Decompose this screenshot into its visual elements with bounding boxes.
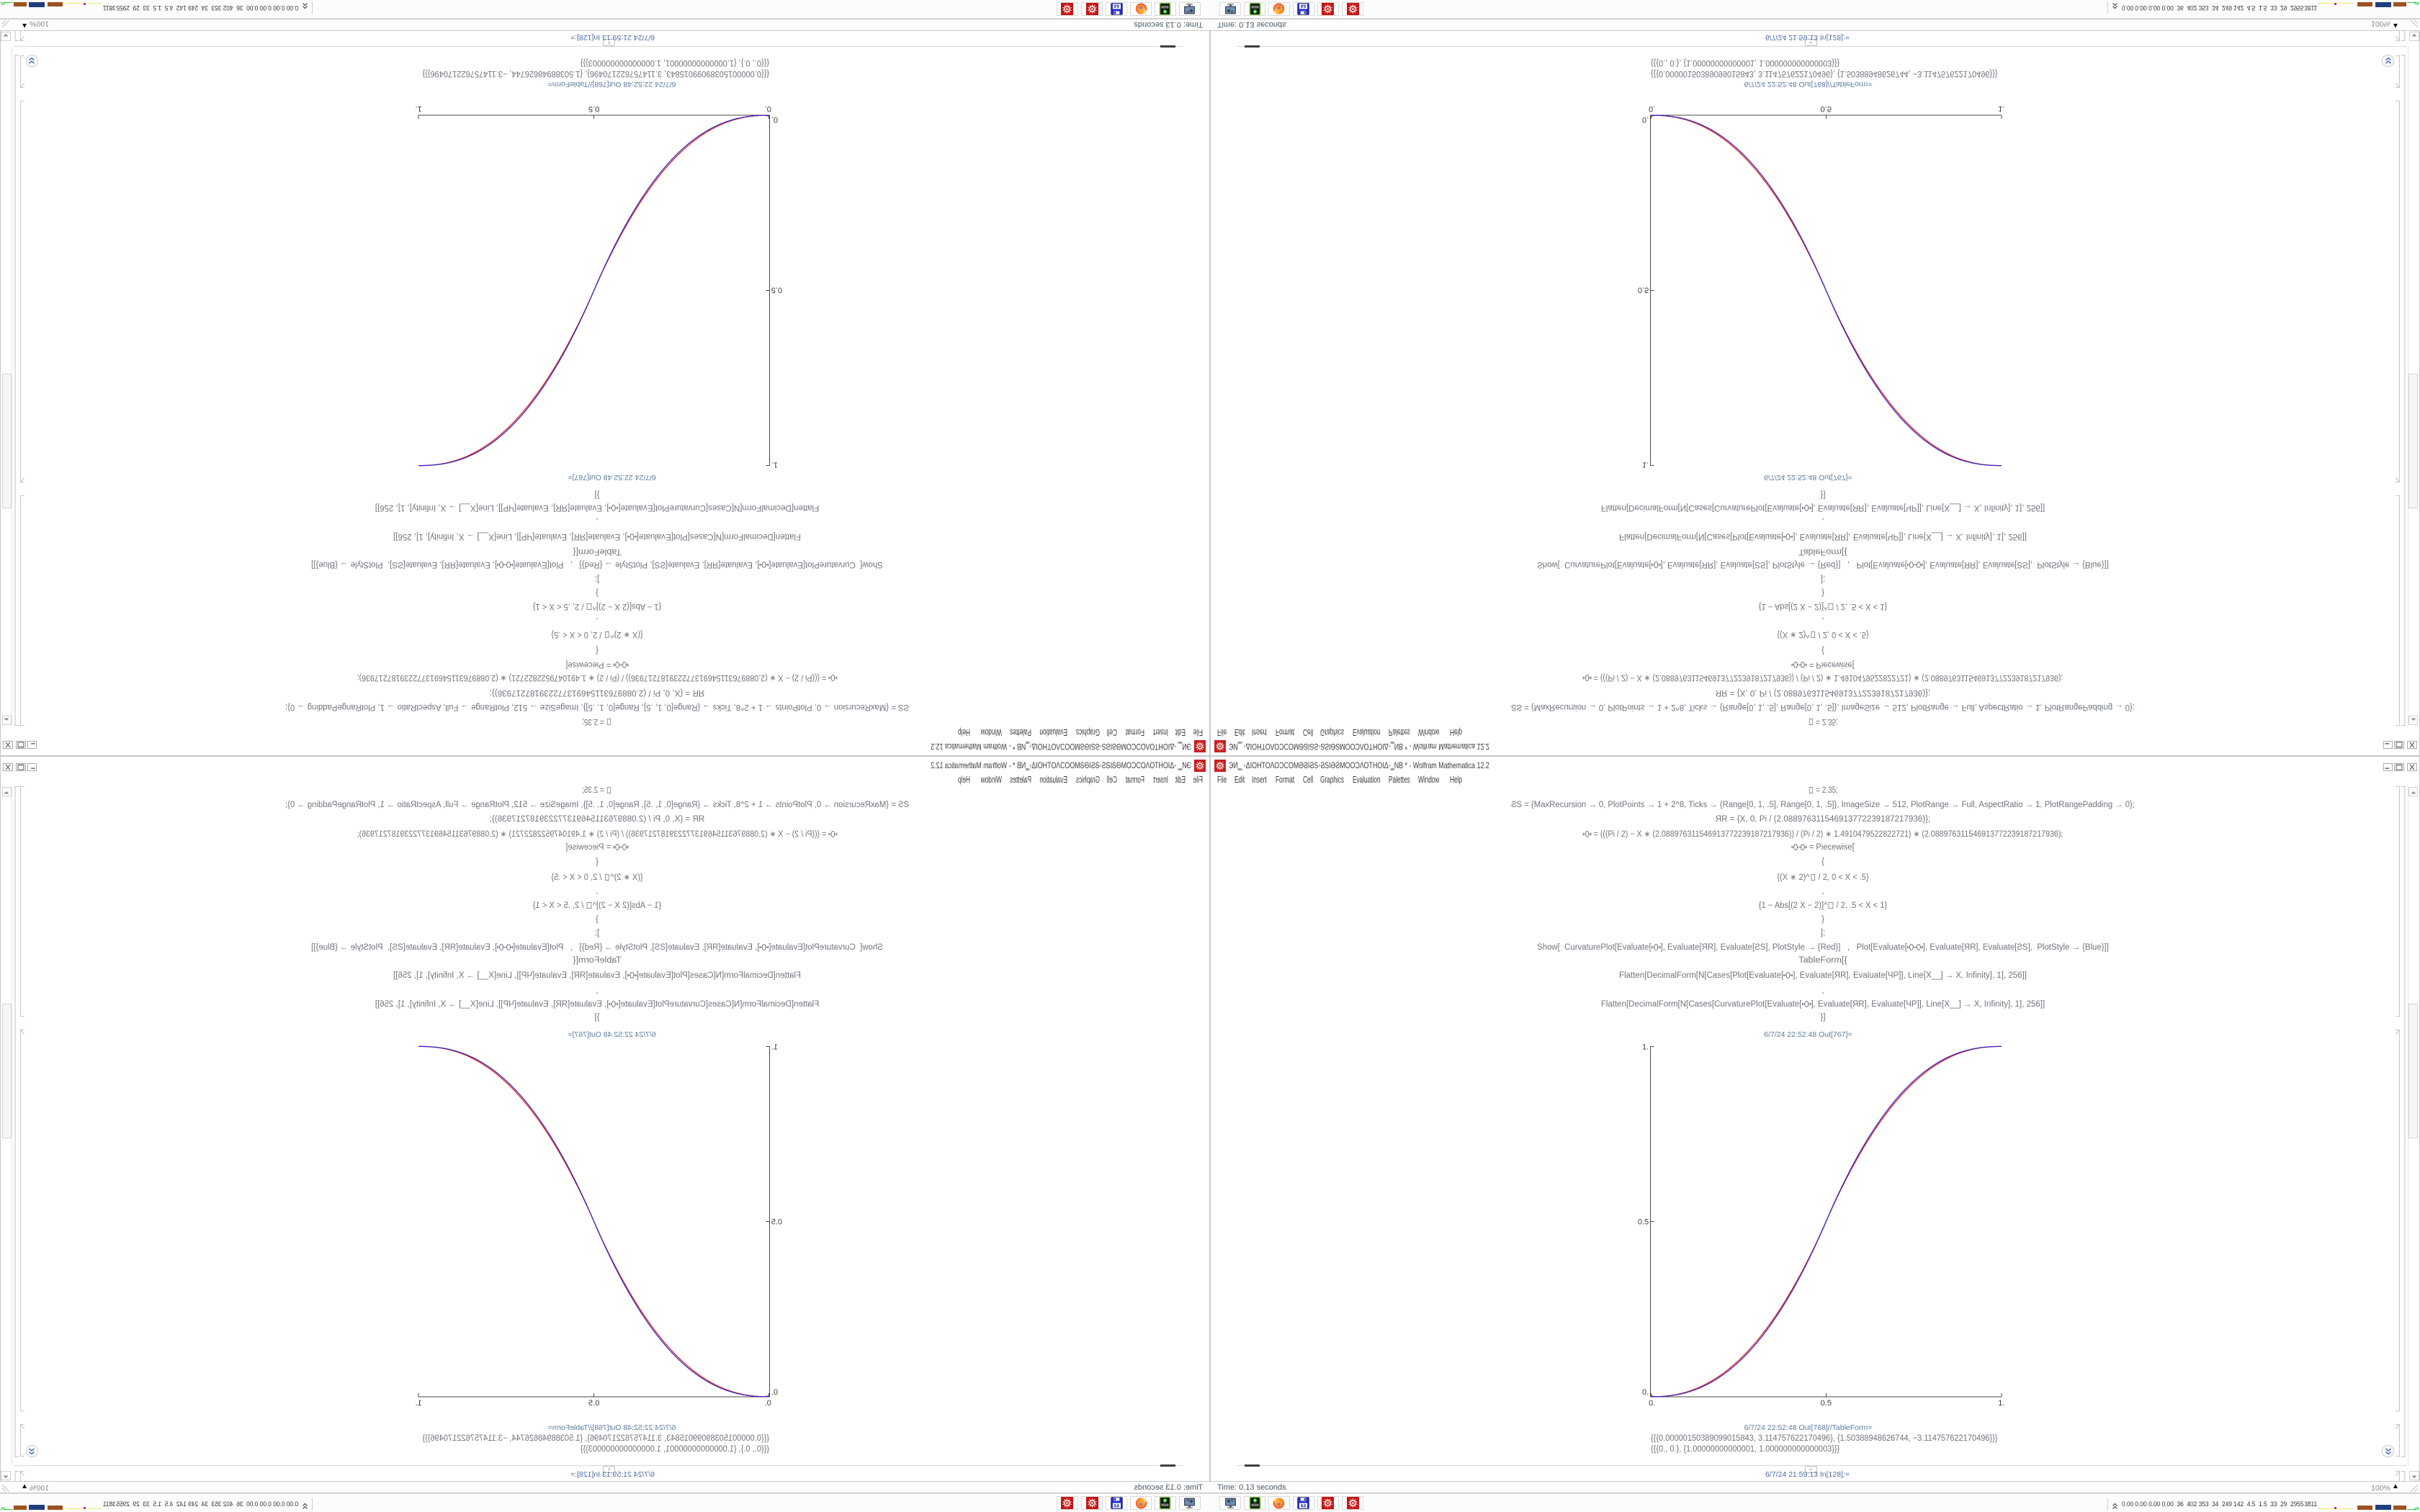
svg-text:1.: 1.: [771, 1043, 778, 1051]
svg-text:0.5: 0.5: [771, 1218, 782, 1227]
svg-text:0.5: 0.5: [588, 1399, 599, 1408]
svg-text:1.: 1.: [1998, 1399, 2004, 1408]
svg-text:0.5: 0.5: [1821, 104, 1832, 113]
svg-text:0.5: 0.5: [588, 104, 599, 113]
svg-text:1.: 1.: [1998, 104, 2004, 113]
svg-text:0.: 0.: [771, 115, 778, 124]
svg-text:0.5: 0.5: [1638, 285, 1649, 294]
svg-text:0.: 0.: [765, 1399, 771, 1408]
svg-text:1.: 1.: [771, 461, 778, 469]
svg-text:0.: 0.: [765, 104, 771, 113]
svg-text:1.: 1.: [1642, 461, 1649, 469]
svg-text:0.: 0.: [1649, 1399, 1655, 1408]
svg-text:64: 64: [1113, 4, 1119, 9]
svg-text:64: 64: [1301, 4, 1307, 9]
svg-text:0.5: 0.5: [771, 285, 782, 294]
svg-text:1.: 1.: [1642, 1043, 1649, 1051]
svg-text:0.5: 0.5: [1821, 1399, 1832, 1408]
svg-text:0.: 0.: [1649, 104, 1655, 113]
svg-text:0.: 0.: [1642, 115, 1649, 124]
svg-text:1.: 1.: [416, 1399, 422, 1408]
svg-text:0.: 0.: [1642, 1388, 1649, 1397]
svg-text:64: 64: [1301, 1503, 1307, 1508]
svg-text:0.: 0.: [771, 1388, 778, 1397]
svg-text:0.5: 0.5: [1638, 1218, 1649, 1227]
svg-text:64: 64: [1113, 1503, 1119, 1508]
svg-text:1.: 1.: [416, 104, 422, 113]
